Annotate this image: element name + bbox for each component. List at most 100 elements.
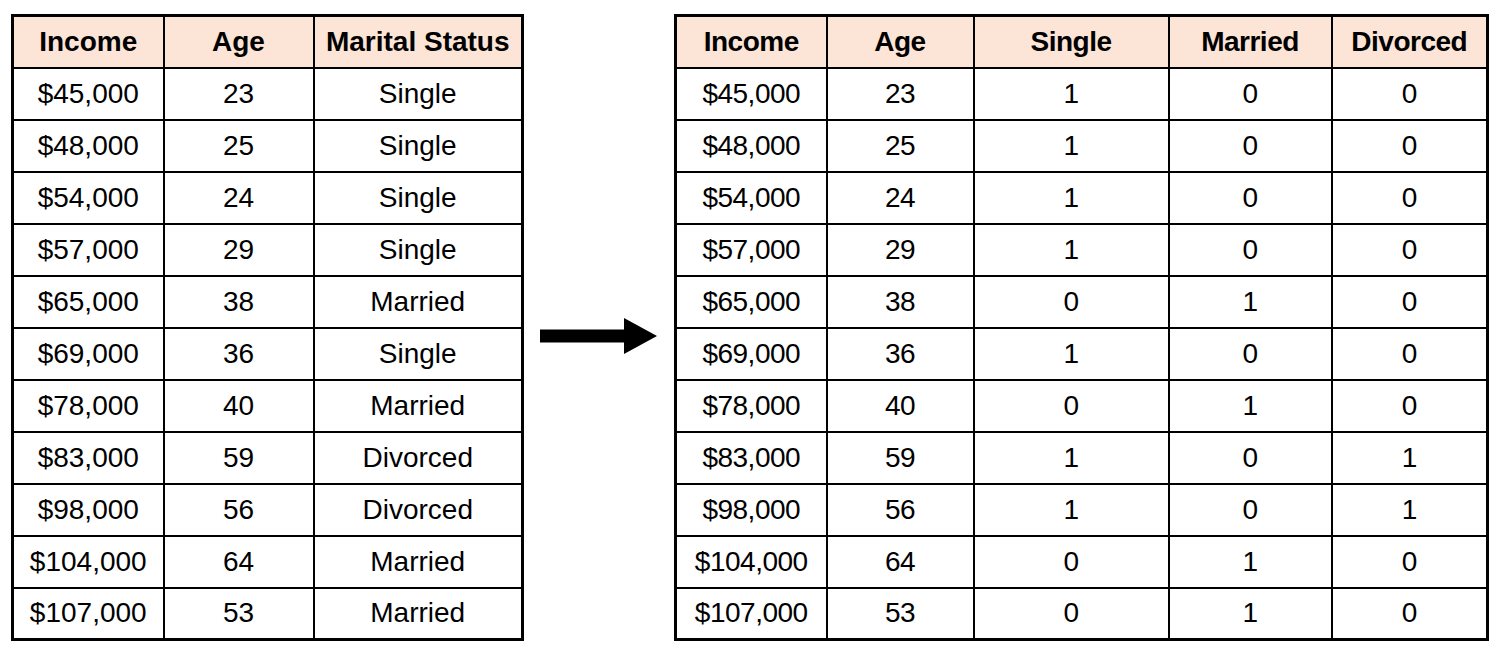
table-cell: 59	[827, 432, 974, 484]
table-row: $69,00036Single	[13, 328, 523, 380]
table-cell: 0	[1332, 328, 1488, 380]
table-cell: 0	[1169, 224, 1332, 276]
table-row: $104,00064Married	[13, 536, 523, 588]
table-cell: 0	[974, 276, 1169, 328]
table-row: $57,00029100	[676, 224, 1488, 276]
table-cell: Single	[314, 224, 523, 276]
table-cell: 64	[164, 536, 314, 588]
table-cell: Married	[314, 276, 523, 328]
table-row: $65,00038Married	[13, 276, 523, 328]
table-cell: 0	[1332, 68, 1488, 120]
column-header-income: Income	[13, 16, 164, 68]
table-cell: 0	[1332, 588, 1488, 640]
table-cell: 0	[1169, 172, 1332, 224]
table-cell: $83,000	[676, 432, 827, 484]
table-cell: 1	[1332, 432, 1488, 484]
table-row: $98,00056101	[676, 484, 1488, 536]
right-arrow-icon	[538, 316, 658, 356]
table-cell: 0	[1332, 172, 1488, 224]
table-cell: $65,000	[13, 276, 164, 328]
table-cell: 0	[1332, 536, 1488, 588]
column-header-age: Age	[164, 16, 314, 68]
table-cell: 0	[1169, 484, 1332, 536]
table-cell: 24	[827, 172, 974, 224]
table-cell: 0	[1169, 328, 1332, 380]
column-header-age: Age	[827, 16, 974, 68]
table-cell: 64	[827, 536, 974, 588]
table-cell: 1	[974, 328, 1169, 380]
table-cell: $78,000	[13, 380, 164, 432]
table-row: $104,00064010	[676, 536, 1488, 588]
table-cell: 36	[164, 328, 314, 380]
table-row: $45,00023Single	[13, 68, 523, 120]
table-cell: $98,000	[676, 484, 827, 536]
table-cell: Married	[314, 588, 523, 640]
table-cell: $78,000	[676, 380, 827, 432]
one-hot-encoded-table: Income Age Single Married Divorced $45,0…	[674, 14, 1489, 641]
table-row: $107,00053Married	[13, 588, 523, 640]
table-cell: 53	[164, 588, 314, 640]
table-cell: 53	[827, 588, 974, 640]
table-cell: 0	[1332, 380, 1488, 432]
table-cell: $45,000	[13, 68, 164, 120]
column-header-income: Income	[676, 16, 827, 68]
table-cell: 0	[1332, 276, 1488, 328]
table-cell: 1	[1169, 276, 1332, 328]
table-cell: 1	[974, 484, 1169, 536]
table-cell: 38	[164, 276, 314, 328]
table-cell: 1	[974, 172, 1169, 224]
table-cell: Single	[314, 68, 523, 120]
encoded-table-header: Income Age Single Married Divorced	[676, 16, 1488, 68]
table-cell: 56	[827, 484, 974, 536]
table-cell: 0	[1169, 120, 1332, 172]
header-row: Income Age Marital Status	[13, 16, 523, 68]
table-cell: 56	[164, 484, 314, 536]
table-cell: $107,000	[13, 588, 164, 640]
table-cell: 38	[827, 276, 974, 328]
table-cell: 0	[974, 536, 1169, 588]
table-row: $78,00040010	[676, 380, 1488, 432]
column-header-divorced: Divorced	[1332, 16, 1488, 68]
table-cell: 0	[1169, 68, 1332, 120]
table-cell: 0	[1332, 120, 1488, 172]
table-cell: 23	[164, 68, 314, 120]
column-header-single: Single	[974, 16, 1169, 68]
table-cell: 23	[827, 68, 974, 120]
table-cell: $57,000	[676, 224, 827, 276]
table-row: $54,00024100	[676, 172, 1488, 224]
table-row: $107,00053010	[676, 588, 1488, 640]
table-row: $45,00023100	[676, 68, 1488, 120]
table-cell: 29	[164, 224, 314, 276]
table-cell: $83,000	[13, 432, 164, 484]
table-cell: 1	[974, 432, 1169, 484]
original-table-header: Income Age Marital Status	[13, 16, 523, 68]
table-cell: $45,000	[676, 68, 827, 120]
table-cell: 24	[164, 172, 314, 224]
table-cell: Single	[314, 328, 523, 380]
table-cell: 1	[1169, 536, 1332, 588]
table-cell: 59	[164, 432, 314, 484]
table-cell: 25	[827, 120, 974, 172]
transform-arrow	[538, 316, 658, 356]
table-cell: Divorced	[314, 432, 523, 484]
table-cell: $104,000	[13, 536, 164, 588]
table-cell: 0	[974, 380, 1169, 432]
table-cell: $69,000	[13, 328, 164, 380]
column-header-married: Married	[1169, 16, 1332, 68]
encoded-table-body: $45,00023100$48,00025100$54,00024100$57,…	[676, 68, 1488, 640]
table-cell: 36	[827, 328, 974, 380]
table-row: $57,00029Single	[13, 224, 523, 276]
table-row: $83,00059101	[676, 432, 1488, 484]
table-cell: $65,000	[676, 276, 827, 328]
table-cell: 1	[1169, 588, 1332, 640]
original-data-table: Income Age Marital Status $45,00023Singl…	[11, 14, 524, 641]
table-cell: 1	[974, 120, 1169, 172]
table-row: $69,00036100	[676, 328, 1488, 380]
table-cell: Married	[314, 380, 523, 432]
table-cell: $54,000	[13, 172, 164, 224]
table-cell: 0	[1169, 432, 1332, 484]
table-row: $65,00038010	[676, 276, 1488, 328]
table-row: $83,00059Divorced	[13, 432, 523, 484]
header-row: Income Age Single Married Divorced	[676, 16, 1488, 68]
table-row: $78,00040Married	[13, 380, 523, 432]
